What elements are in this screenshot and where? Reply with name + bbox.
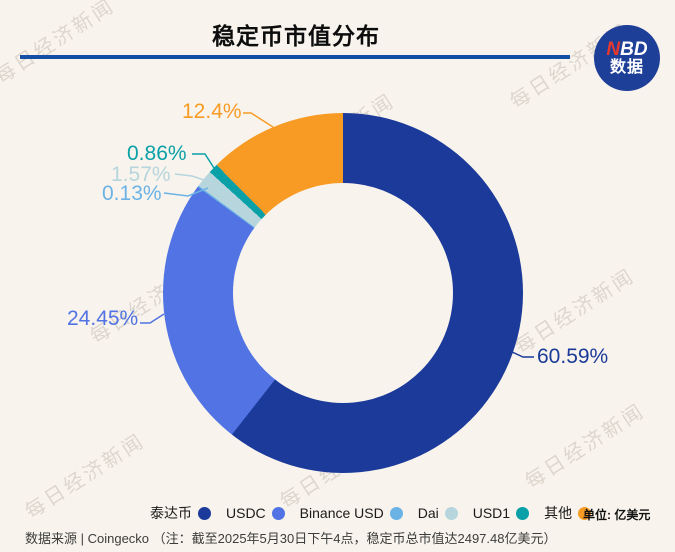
legend-label: 其他 [544,505,573,521]
label-binance-usd-pct: 0.13% [102,182,162,205]
legend-label: Binance USD [299,505,384,521]
label-usdc-pct: 24.45% [67,307,139,330]
legend-item-tether: 泰达币 [150,503,211,523]
chart-legend: 泰达币 USDC Binance USD Dai USD1 其他 [150,503,592,523]
legend-item-others: 其他 [544,503,592,523]
legend-item-usd1: USD1 [472,505,530,521]
watermark-text: 每日经济新闻 [521,399,650,494]
label-usd1-pct: 0.86% [127,142,187,165]
legend-label: USD1 [472,505,511,521]
legend-dot [198,506,211,520]
data-source-note: 数据来源 | Coingecko （注：截至2025年5月30日下午4点，稳定币… [25,531,557,546]
legend-label: Dai [417,505,439,521]
legend-dot [271,506,285,520]
legend-item-binance-usd: Binance USD [300,505,403,521]
legend-label: USDC [226,505,266,521]
label-others-pct: 12.4% [182,100,242,123]
legend-item-dai: Dai [418,505,458,521]
unit-label: 单位: 亿美元 [583,508,651,522]
label-dai-pct: 1.57% [111,163,171,186]
legend-dot [578,506,592,520]
legend-dot [444,506,458,520]
title-underline [20,55,570,59]
watermark-text: 每日经济新闻 [21,429,150,524]
legend-dot [516,506,530,520]
nbd-data-logo: NBD 数据 [594,25,660,91]
legend-dot [389,506,403,520]
logo-nbd-text: NBD [606,38,648,60]
label-tether-pct: 60.59% [537,345,609,368]
logo-cn-text: 数据 [609,58,644,76]
page-title: 稳定币市值分布 [212,23,380,49]
donut-chart [163,113,523,473]
legend-item-usdc: USDC [226,505,285,521]
legend-label: 泰达币 [150,505,192,521]
